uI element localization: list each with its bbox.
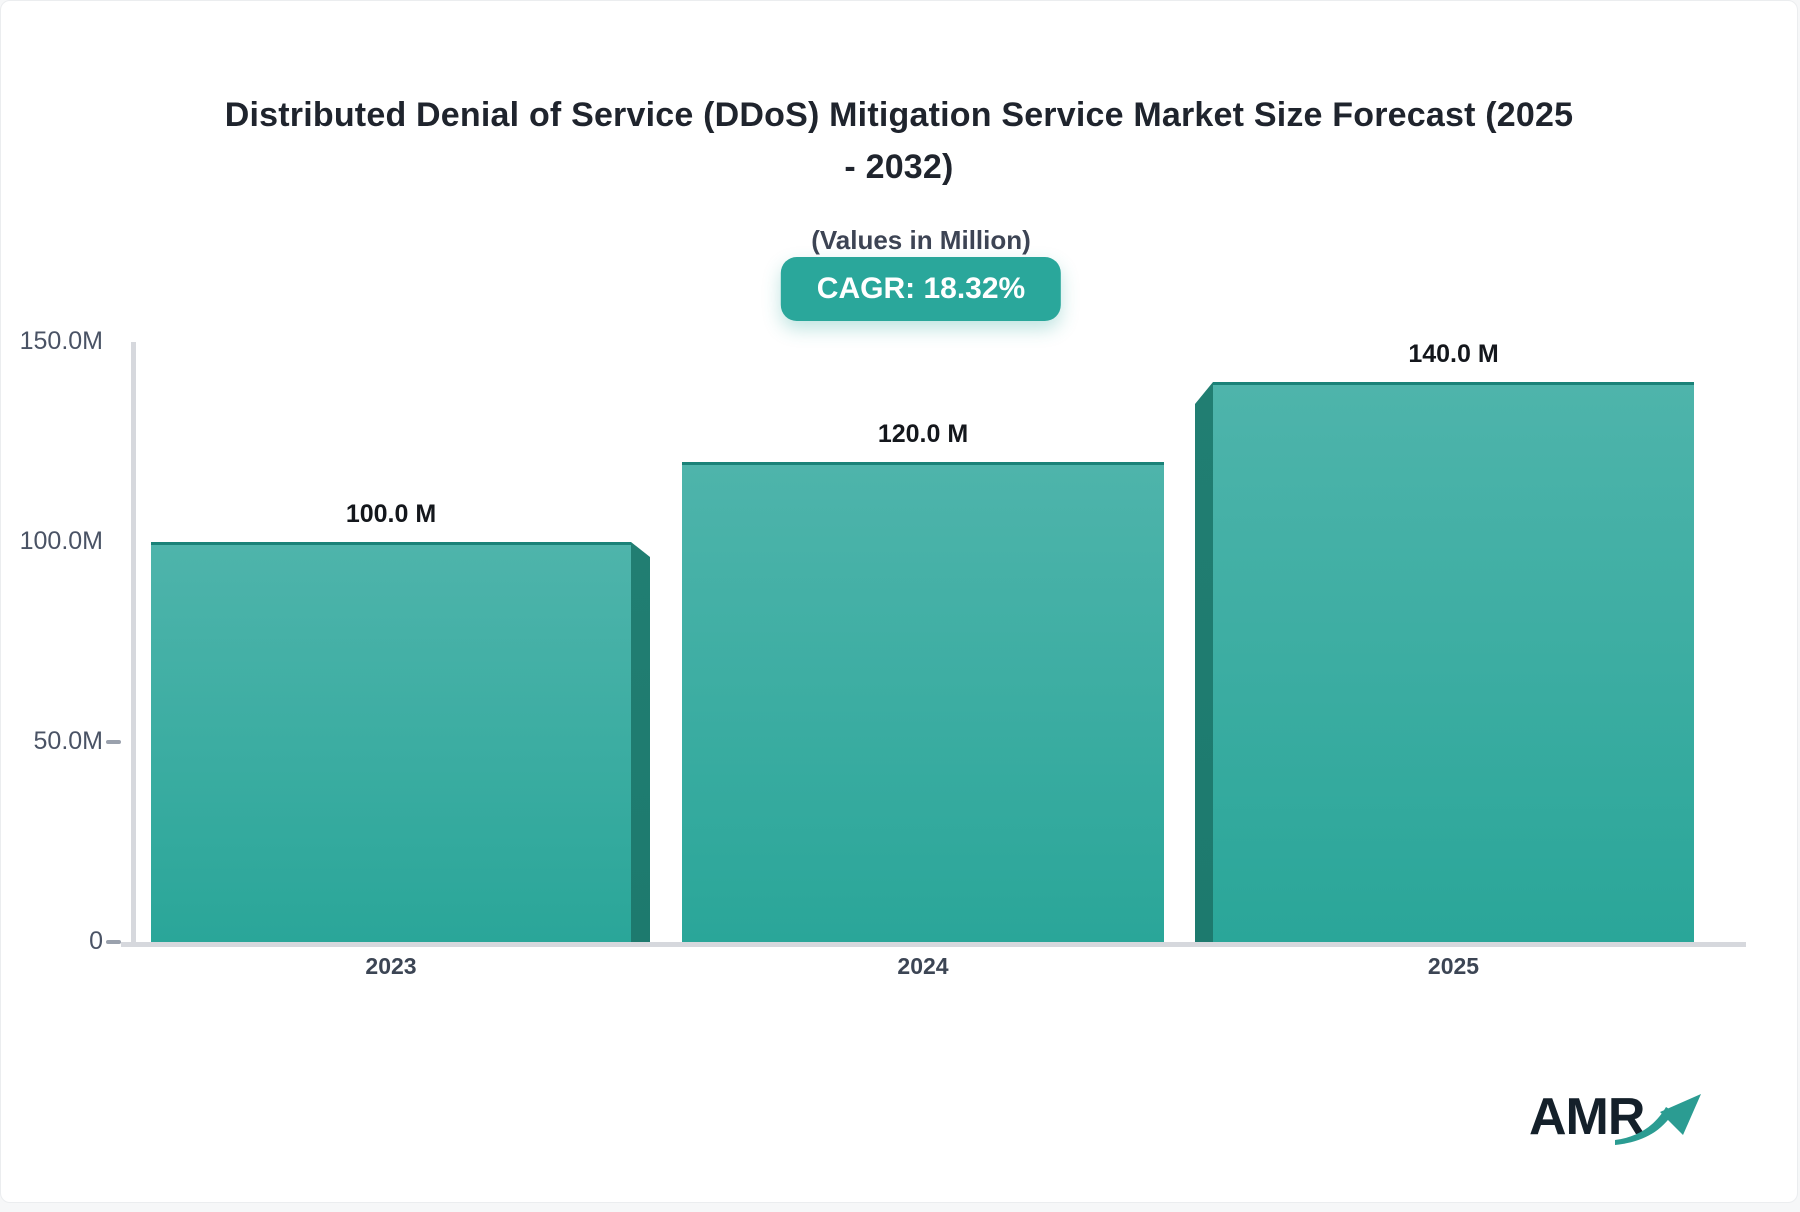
amr-logo-text: AMR [1529,1088,1645,1146]
cagr-badge: CAGR: 18.32% [780,257,1062,321]
bar-side-3d [631,542,650,942]
bar-value-label: 140.0 M [1408,340,1499,368]
chart-title-line1: Distributed Denial of Service (DDoS) Mit… [224,96,1574,134]
x-axis-label-2023: 2023 [365,953,417,979]
y-axis-label: 50.0M [33,727,103,755]
x-axis-label-2024: 2024 [897,953,949,979]
bar-2023 [151,542,631,942]
x-axis-baseline [121,942,1746,947]
chart-title: Distributed Denial of Service (DDoS) Mit… [101,89,1697,193]
y-axis-tick [106,940,121,944]
y-axis-label: 100.0M [19,527,103,555]
y-axis-label: 0 [89,927,103,955]
chart-title-line2: - 2032) [844,148,954,186]
amr-logo: AMR [1529,1087,1725,1161]
bar-value-label: 120.0 M [877,420,969,448]
amr-logo-arrow-icon [1615,1094,1701,1145]
bar-value-label: 100.0 M [345,500,437,528]
y-axis-line [131,342,136,947]
bar-2024 [682,462,1164,942]
y-axis-tick [106,740,121,744]
y-axis-label: 150.0M [19,327,103,355]
bar-2025 [1213,382,1694,942]
chart-subtitle: (Values in Million) [811,225,1031,255]
bar-side-3d [1195,382,1213,942]
x-axis-label-2025: 2025 [1427,953,1480,979]
